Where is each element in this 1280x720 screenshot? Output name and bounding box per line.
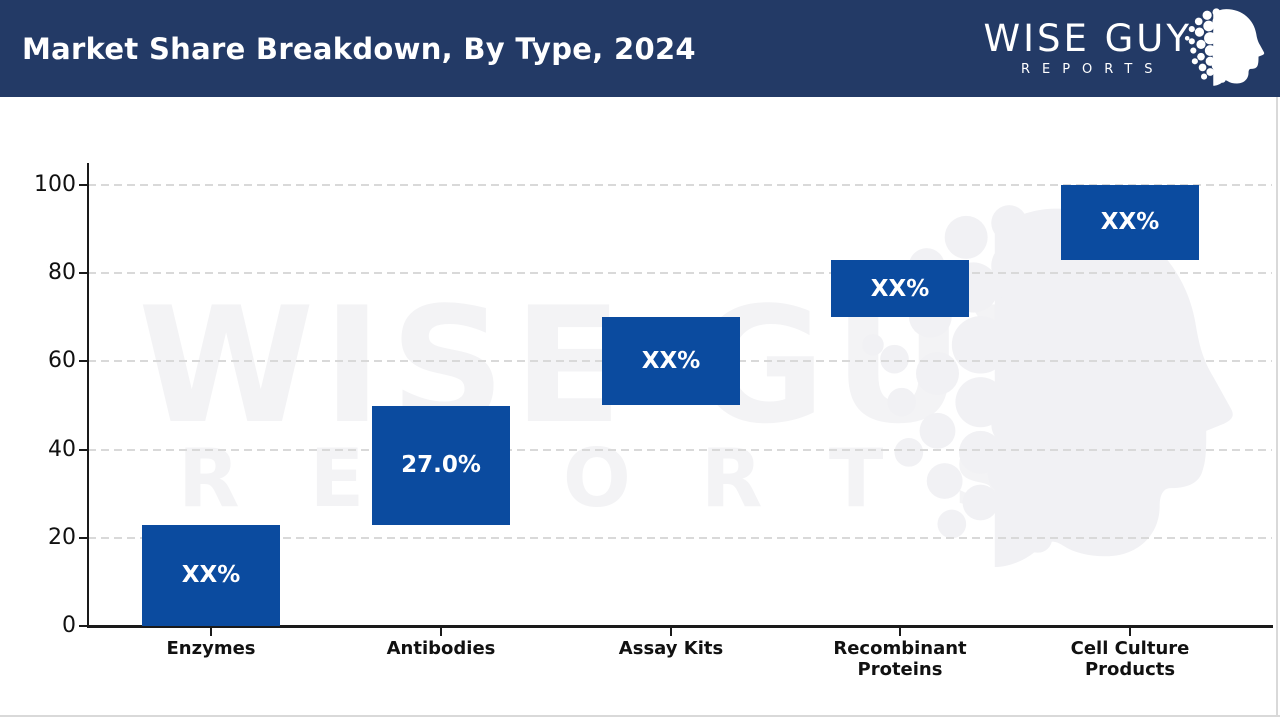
gridline-80	[88, 272, 1272, 275]
y-axis-line	[87, 163, 89, 628]
y-axis-tick-label-0: 0	[62, 613, 76, 638]
y-axis-tick-mark-40	[79, 448, 88, 451]
y-axis-tick-label-100: 100	[34, 172, 76, 197]
bar-antibodies: 27.0%	[372, 405, 510, 525]
x-axis-label-enzymes: Enzymes	[166, 638, 256, 659]
brand-logo-text: WISE GUY REPORTS	[984, 20, 1192, 77]
bar-value-label-cell-culture-products: XX%	[1100, 209, 1160, 236]
x-axis-label-antibodies: Antibodies	[386, 638, 496, 659]
x-axis-tick-mark-cell-culture-products	[1129, 628, 1131, 636]
y-axis-tick-mark-0	[79, 625, 88, 627]
y-axis-tick-mark-100	[79, 184, 88, 186]
y-axis-tick-mark-60	[79, 360, 88, 363]
x-axis-label-assay-kits: Assay Kits	[618, 638, 724, 659]
y-axis-tick-label-20: 20	[48, 524, 76, 550]
bar-value-label-enzymes: XX%	[181, 562, 241, 589]
bar-enzymes: XX%	[142, 524, 280, 626]
bar-value-label-recombinant-proteins: XX%	[870, 275, 930, 302]
x-axis-tick-mark-assay-kits	[670, 628, 672, 636]
bar-value-label-antibodies: 27.0%	[401, 452, 481, 479]
y-axis-tick-mark-20	[79, 536, 88, 539]
bar-cell-culture-products: XX%	[1061, 185, 1199, 260]
x-axis-tick-mark-enzymes	[210, 628, 212, 636]
chart-title: Market Share Breakdown, By Type, 2024	[22, 31, 696, 66]
bar-recombinant-proteins: XX%	[831, 259, 969, 318]
gridline-20	[88, 536, 1272, 539]
bar-assay-kits: XX%	[602, 317, 740, 406]
y-axis-tick-label-80: 80	[48, 260, 76, 286]
x-axis-tick-mark-recombinant-proteins	[899, 628, 901, 636]
y-axis-tick-label-40: 40	[48, 436, 76, 462]
bottom-edge-line	[0, 715, 1280, 717]
x-axis-line	[87, 625, 1273, 628]
x-axis-label-recombinant-proteins: Recombinant Proteins	[833, 638, 967, 680]
watermark-text-reports: REPORTS	[178, 432, 1082, 525]
y-axis-tick-label-60: 60	[48, 348, 76, 374]
gridline-100	[88, 184, 1272, 186]
brand-logo: WISE GUY REPORTS	[984, 6, 1270, 92]
brand-name: WISE GUY	[983, 17, 1192, 60]
y-axis-tick-mark-80	[79, 272, 88, 275]
right-edge-line	[1276, 97, 1278, 717]
x-axis-tick-mark-antibodies	[440, 628, 442, 636]
gridline-40	[88, 448, 1272, 451]
x-axis-label-cell-culture-products: Cell Culture Products	[1070, 638, 1190, 680]
header-bar: Market Share Breakdown, By Type, 2024 WI…	[0, 0, 1280, 97]
brand-subtitle: REPORTS	[1020, 62, 1165, 77]
bar-value-label-assay-kits: XX%	[641, 348, 701, 375]
